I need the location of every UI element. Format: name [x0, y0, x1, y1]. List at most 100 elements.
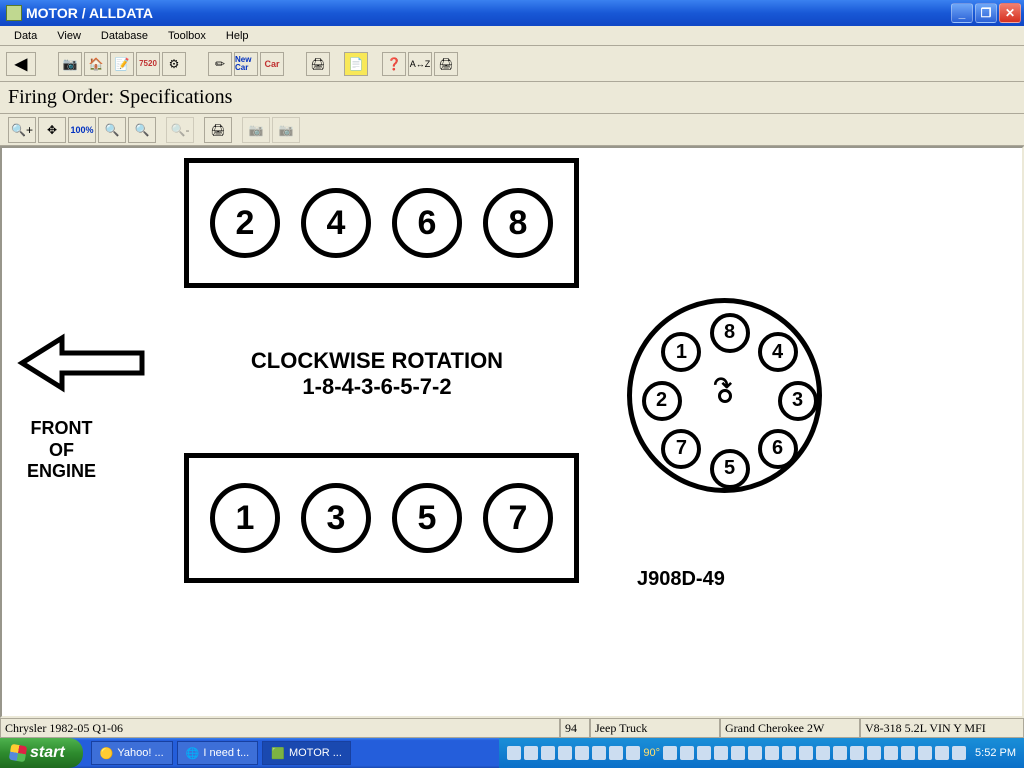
cylinder-bank-bottom: 1 3 5 7: [184, 453, 579, 583]
zoom-tool2-icon[interactable]: 🔍: [128, 117, 156, 143]
system-tray[interactable]: 90° 5:52 PM: [499, 738, 1024, 768]
tray-icon[interactable]: [850, 746, 864, 760]
toolbar-print-icon[interactable]: 🖨: [306, 52, 330, 76]
tray-icon[interactable]: [731, 746, 745, 760]
toolbar-print2-icon[interactable]: 🖨: [434, 52, 458, 76]
cylinder-6: 6: [392, 188, 462, 258]
minimize-button[interactable]: _: [951, 3, 973, 23]
zoom-out-icon[interactable]: 🔍-: [166, 117, 194, 143]
tray-icon[interactable]: [575, 746, 589, 760]
tray-icon[interactable]: [765, 746, 779, 760]
tray-icon[interactable]: [697, 746, 711, 760]
taskbar: start 🟡 Yahoo! ... 🌐 I need t... 🟩 MOTOR…: [0, 738, 1024, 768]
tray-icon[interactable]: [816, 746, 830, 760]
toolbar-icon-3[interactable]: 📝: [110, 52, 134, 76]
clockwise-arrow-icon: ↷: [713, 372, 731, 398]
figure-number: J908D-49: [637, 568, 725, 591]
distributor-pos-7: 7: [661, 429, 701, 469]
status-mid: Jeep Truck: [590, 719, 720, 738]
distributor-pos-3: 3: [778, 381, 818, 421]
app-icon: [6, 5, 22, 21]
tray-icon[interactable]: [884, 746, 898, 760]
content-area: 2 4 6 8 1 3 5 7 CLOCKWISE ROTATION 1-8-4…: [0, 146, 1024, 718]
toolbar-icon-4[interactable]: 7520: [136, 52, 160, 76]
distributor-pos-5: 5: [710, 449, 750, 489]
zoom-in-icon[interactable]: 🔍+: [8, 117, 36, 143]
front-arrow-icon: [17, 328, 147, 408]
close-button[interactable]: ✕: [999, 3, 1021, 23]
toolbar-icon-1[interactable]: 📷: [58, 52, 82, 76]
task-icon: 🟩: [271, 747, 285, 760]
zoom-fit-icon[interactable]: ✥: [38, 117, 66, 143]
rotation-line1: CLOCKWISE ROTATION: [197, 348, 557, 374]
task-label: Yahoo! ...: [117, 747, 163, 759]
tray-icon[interactable]: [507, 746, 521, 760]
distributor-pos-4: 4: [758, 332, 798, 372]
tray-icon[interactable]: [609, 746, 623, 760]
distributor-pos-2: 2: [642, 381, 682, 421]
tray-icon[interactable]: [782, 746, 796, 760]
tray-icon[interactable]: [626, 746, 640, 760]
toolbar-help-icon[interactable]: ❓: [382, 52, 406, 76]
menu-database[interactable]: Database: [91, 28, 158, 44]
task-label: MOTOR ...: [289, 747, 342, 759]
task-item-ie[interactable]: 🌐 I need t...: [177, 741, 259, 765]
tray-icon[interactable]: [833, 746, 847, 760]
distributor-pos-6: 6: [758, 429, 798, 469]
menubar: Data View Database Toolbox Help: [0, 26, 1024, 46]
toolbar-icon-6[interactable]: ✏: [208, 52, 232, 76]
back-button[interactable]: ◀: [6, 52, 36, 76]
view-toolbar: 🔍+ ✥ 100% 🔍 🔍 🔍- 🖨 📷 📷: [0, 114, 1024, 146]
rotation-label: CLOCKWISE ROTATION 1-8-4-3-6-5-7-2: [197, 348, 557, 400]
toolbar-icon-5[interactable]: ⚙: [162, 52, 186, 76]
toolbar-icon-2[interactable]: 🏠: [84, 52, 108, 76]
subtool-print-icon[interactable]: 🖨: [204, 117, 232, 143]
main-toolbar: ◀ 📷 🏠 📝 7520 ⚙ ✏ New Car Car 🖨 📄 ❓ A↔Z 🖨: [0, 46, 1024, 82]
zoom-100-icon[interactable]: 100%: [68, 117, 96, 143]
tray-icon[interactable]: [541, 746, 555, 760]
task-icon: 🟡: [100, 747, 114, 760]
cylinder-5: 5: [392, 483, 462, 553]
cylinder-3: 3: [301, 483, 371, 553]
toolbar-note-icon[interactable]: 📄: [344, 52, 368, 76]
menu-toolbox[interactable]: Toolbox: [158, 28, 216, 44]
tray-icon[interactable]: [901, 746, 915, 760]
camera2-icon[interactable]: 📷: [272, 117, 300, 143]
camera1-icon[interactable]: 📷: [242, 117, 270, 143]
windows-logo-icon: [9, 744, 28, 763]
cylinder-4: 4: [301, 188, 371, 258]
tray-icon[interactable]: [558, 746, 572, 760]
start-label: start: [30, 744, 65, 762]
zoom-tool1-icon[interactable]: 🔍: [98, 117, 126, 143]
maximize-button[interactable]: ❐: [975, 3, 997, 23]
task-item-motor[interactable]: 🟩 MOTOR ...: [262, 741, 351, 765]
tray-icon[interactable]: [714, 746, 728, 760]
start-button[interactable]: start: [0, 738, 83, 768]
tray-icon[interactable]: [799, 746, 813, 760]
tray-icon[interactable]: [748, 746, 762, 760]
menu-view[interactable]: View: [47, 28, 91, 44]
tray-icon[interactable]: [524, 746, 538, 760]
status-model: Grand Cherokee 2W: [720, 719, 860, 738]
status-left: Chrysler 1982-05 Q1-06: [0, 719, 560, 738]
tray-temp: 90°: [643, 747, 660, 759]
clock[interactable]: 5:52 PM: [975, 747, 1016, 759]
task-item-yahoo[interactable]: 🟡 Yahoo! ...: [91, 741, 173, 765]
tray-icon[interactable]: [935, 746, 949, 760]
tray-icon[interactable]: [663, 746, 677, 760]
tray-icon[interactable]: [952, 746, 966, 760]
window-buttons: _ ❐ ✕: [951, 3, 1021, 23]
toolbar-sort-icon[interactable]: A↔Z: [408, 52, 432, 76]
distributor-pos-8: 8: [710, 313, 750, 353]
toolbar-new-car[interactable]: New Car: [234, 52, 258, 76]
tray-icon[interactable]: [680, 746, 694, 760]
toolbar-car[interactable]: Car: [260, 52, 284, 76]
tray-icon[interactable]: [592, 746, 606, 760]
cylinder-bank-top: 2 4 6 8: [184, 158, 579, 288]
firing-order-diagram: 2 4 6 8 1 3 5 7 CLOCKWISE ROTATION 1-8-4…: [2, 148, 1022, 716]
task-label: I need t...: [203, 747, 249, 759]
tray-icon[interactable]: [918, 746, 932, 760]
menu-data[interactable]: Data: [4, 28, 47, 44]
tray-icon[interactable]: [867, 746, 881, 760]
menu-help[interactable]: Help: [216, 28, 259, 44]
